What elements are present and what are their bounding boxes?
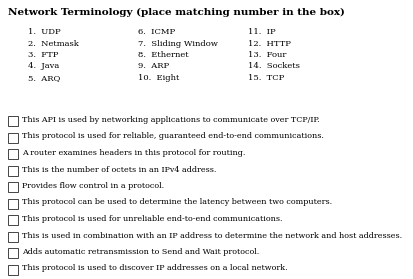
Bar — [8, 182, 18, 192]
Text: 9.  ARP: 9. ARP — [138, 62, 169, 71]
Bar — [8, 248, 18, 258]
Text: 2.  Netmask: 2. Netmask — [28, 40, 79, 47]
Bar — [8, 264, 18, 275]
Text: 11.  IP: 11. IP — [248, 28, 275, 36]
Text: This is the number of octets in an IPv4 address.: This is the number of octets in an IPv4 … — [22, 165, 216, 174]
Bar — [8, 116, 18, 126]
Text: 1.  UDP: 1. UDP — [28, 28, 61, 36]
Bar — [8, 133, 18, 143]
Text: 3.  FTP: 3. FTP — [28, 51, 58, 59]
Text: 14.  Sockets: 14. Sockets — [248, 62, 300, 71]
Text: This protocol is used for reliable, guaranteed end-to-end communications.: This protocol is used for reliable, guar… — [22, 133, 324, 141]
Text: A router examines headers in this protocol for routing.: A router examines headers in this protoc… — [22, 149, 245, 157]
Text: Network Terminology (place matching number in the box): Network Terminology (place matching numb… — [8, 8, 345, 17]
Text: This is used in combination with an IP address to determine the network and host: This is used in combination with an IP a… — [22, 232, 402, 239]
Text: 8.  Ethernet: 8. Ethernet — [138, 51, 189, 59]
Text: 10.  Eight: 10. Eight — [138, 74, 179, 82]
Text: 12.  HTTP: 12. HTTP — [248, 40, 291, 47]
Bar — [8, 149, 18, 159]
Text: Provides flow control in a protocol.: Provides flow control in a protocol. — [22, 182, 164, 190]
Text: This API is used by networking applications to communicate over TCP/IP.: This API is used by networking applicati… — [22, 116, 320, 124]
Text: 5.  ARQ: 5. ARQ — [28, 74, 60, 82]
Bar — [8, 198, 18, 208]
Text: This protocol is used for unreliable end-to-end communications.: This protocol is used for unreliable end… — [22, 215, 282, 223]
Text: 13.  Four: 13. Four — [248, 51, 286, 59]
Text: 6.  ICMP: 6. ICMP — [138, 28, 175, 36]
Bar — [8, 215, 18, 225]
Text: This protocol is used to discover IP addresses on a local network.: This protocol is used to discover IP add… — [22, 264, 287, 273]
Text: Adds automatic retransmission to Send and Wait protocol.: Adds automatic retransmission to Send an… — [22, 248, 259, 256]
Bar — [8, 232, 18, 242]
Text: 4.  Java: 4. Java — [28, 62, 59, 71]
Text: 15.  TCP: 15. TCP — [248, 74, 284, 82]
Text: This protocol can be used to determine the latency between two computers.: This protocol can be used to determine t… — [22, 198, 332, 206]
Text: 7.  Sliding Window: 7. Sliding Window — [138, 40, 218, 47]
Bar — [8, 165, 18, 175]
